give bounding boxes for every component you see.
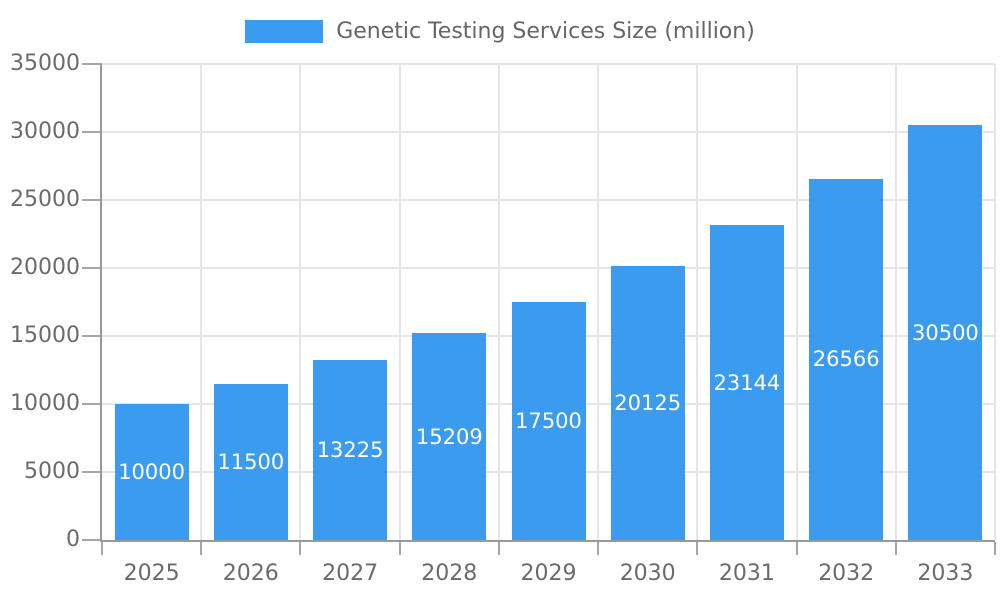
gridline-y xyxy=(102,131,995,133)
x-tick-mark xyxy=(894,542,897,555)
x-tick-mark xyxy=(795,542,798,555)
legend-label: Genetic Testing Services Size (million) xyxy=(336,18,755,44)
y-axis-tick-label: 15000 xyxy=(10,323,80,348)
y-tick-mark xyxy=(82,131,102,133)
y-tick-mark xyxy=(82,267,102,269)
y-tick-mark xyxy=(82,471,102,473)
x-tick-mark xyxy=(299,542,302,555)
legend-swatch-icon xyxy=(245,19,324,43)
bar xyxy=(709,225,784,540)
bar-value-label: 10000 xyxy=(118,460,185,484)
bar xyxy=(511,302,586,540)
x-axis-tick-label: 2025 xyxy=(123,561,180,586)
bar-value-label: 30500 xyxy=(911,320,979,345)
bar xyxy=(908,125,983,540)
x-tick-mark xyxy=(101,542,103,555)
bar-value-label: 23144 xyxy=(713,370,781,395)
y-tick-mark xyxy=(82,403,102,405)
x-tick-mark xyxy=(597,542,600,555)
gridline-x xyxy=(200,64,203,540)
chart-legend[interactable]: Genetic Testing Services Size (million) xyxy=(0,16,1000,46)
x-axis-tick-label: 2029 xyxy=(520,561,577,586)
x-tick-mark xyxy=(497,542,500,555)
gridline-x xyxy=(597,64,600,540)
gridline-y xyxy=(102,63,995,65)
x-tick-mark xyxy=(994,542,996,555)
gridline-x xyxy=(398,64,401,540)
y-axis-tick-label: 35000 xyxy=(10,51,80,76)
x-tick-mark xyxy=(398,542,401,555)
x-tick-mark xyxy=(200,542,203,555)
y-tick-mark xyxy=(82,539,102,541)
gridline-y xyxy=(102,267,995,269)
bar-value-label: 11500 xyxy=(217,449,285,474)
y-axis-tick-label: 30000 xyxy=(10,119,80,144)
gridline-y xyxy=(102,199,995,201)
x-axis-tick-label: 2026 xyxy=(222,561,279,586)
bar-value-label: 17500 xyxy=(515,409,582,433)
y-tick-mark xyxy=(82,199,102,201)
y-axis-tick-label: 0 xyxy=(66,527,80,552)
x-axis-tick-label: 2028 xyxy=(421,561,478,586)
gridline-x xyxy=(795,64,798,540)
y-tick-mark xyxy=(82,63,102,65)
bar-value-label: 26566 xyxy=(812,347,880,372)
x-axis-tick-label: 2032 xyxy=(818,561,875,586)
y-axis-tick-label: 10000 xyxy=(10,391,80,416)
bar xyxy=(313,360,388,540)
x-axis-tick-label: 2031 xyxy=(718,561,775,586)
bar xyxy=(114,404,189,540)
gridline-x xyxy=(696,64,699,540)
gridline-x xyxy=(894,64,897,540)
bar xyxy=(610,266,685,540)
bar-value-label: 13225 xyxy=(316,438,384,463)
x-axis-tick-label: 2033 xyxy=(917,561,974,586)
bar xyxy=(213,383,288,540)
bar xyxy=(809,178,884,540)
x-tick-mark xyxy=(696,542,699,555)
x-axis-tick-label: 2030 xyxy=(619,561,676,586)
y-axis-tick-label: 20000 xyxy=(10,255,80,280)
gridline-x xyxy=(994,64,996,540)
gridline-x xyxy=(299,64,302,540)
y-axis-tick-label: 5000 xyxy=(24,459,80,484)
bar-value-label: 15209 xyxy=(415,424,483,449)
y-axis-line xyxy=(100,64,102,542)
y-tick-mark xyxy=(82,335,102,337)
y-axis-tick-label: 25000 xyxy=(10,187,80,212)
bar-value-label: 20125 xyxy=(614,391,682,416)
x-axis-tick-label: 2027 xyxy=(322,561,379,586)
gridline-x xyxy=(497,64,500,540)
x-axis-line xyxy=(100,540,995,542)
bar xyxy=(412,333,487,540)
